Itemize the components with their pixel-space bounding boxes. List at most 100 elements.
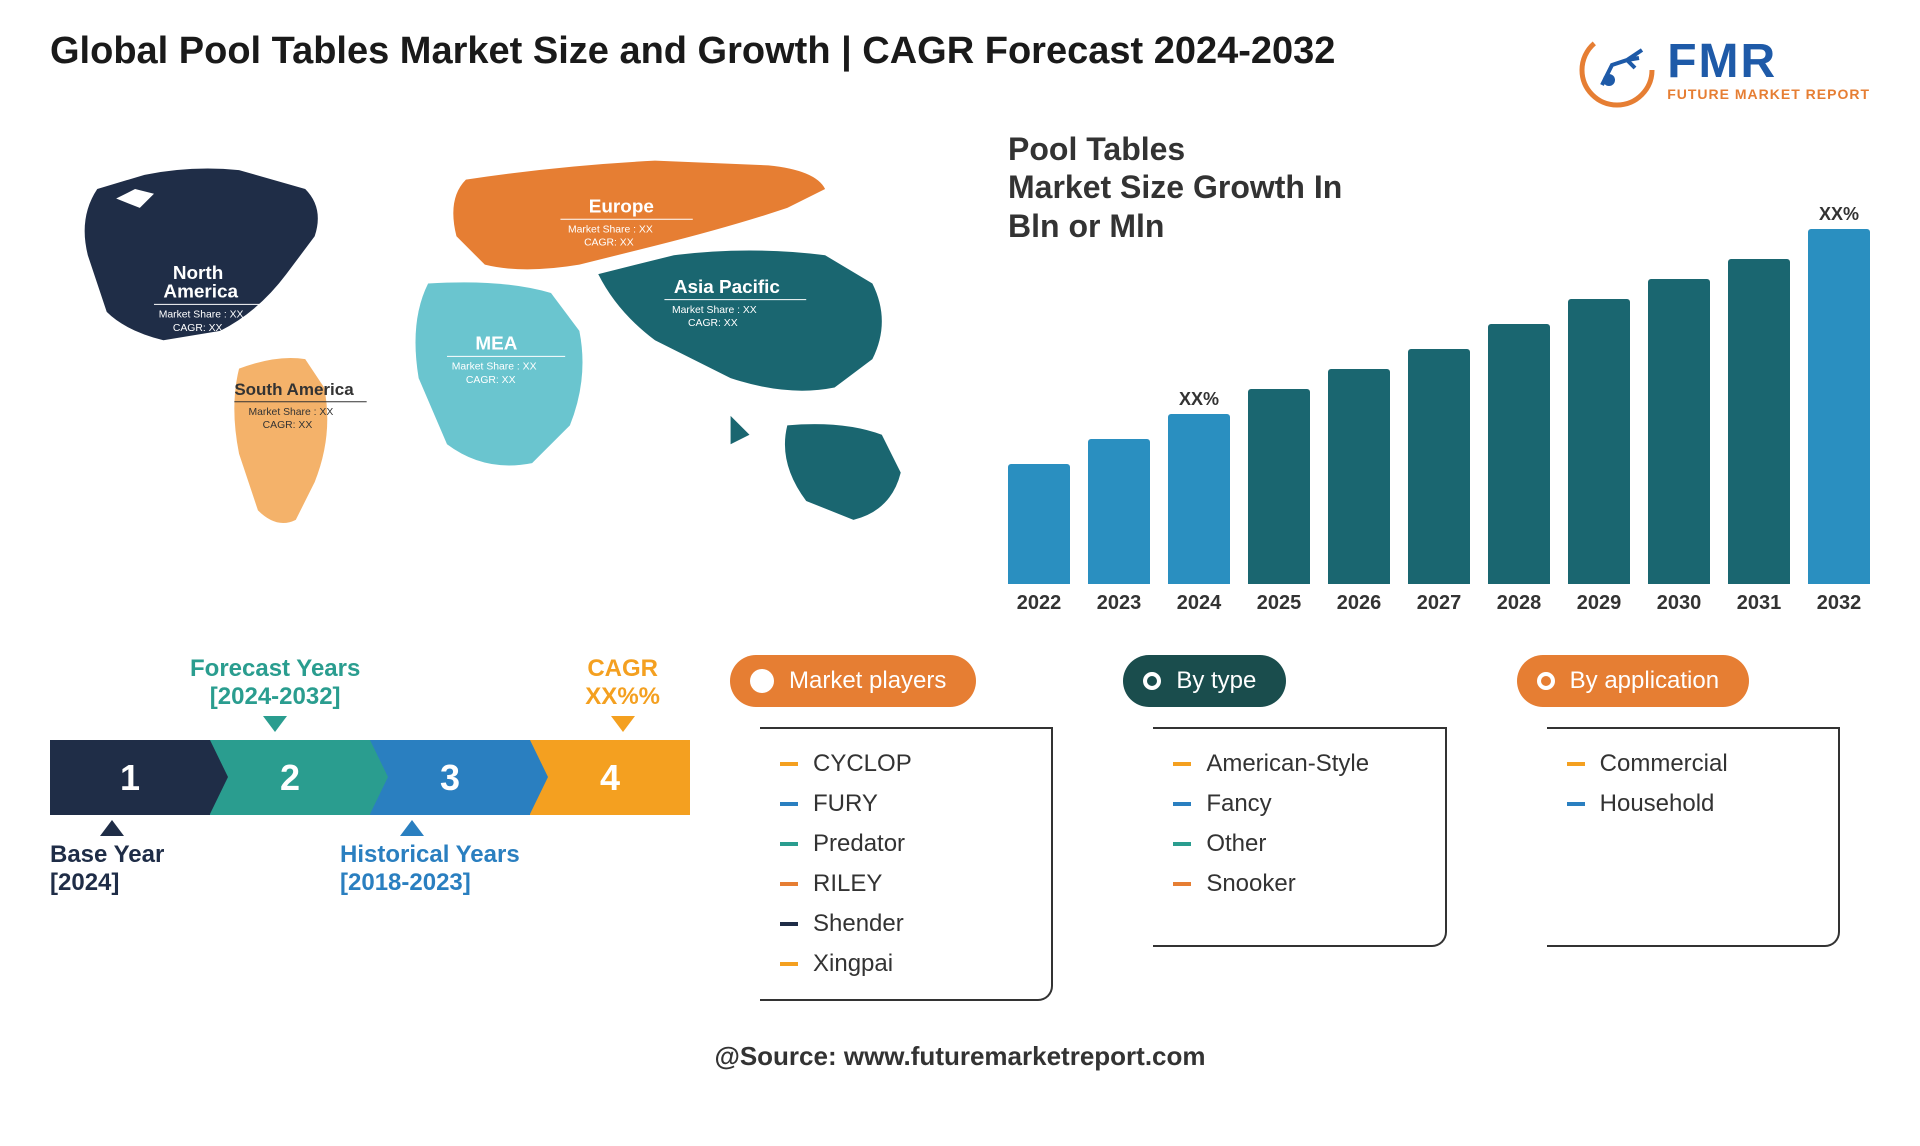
eu-label: Europe (589, 197, 654, 218)
cagr-label: CAGRXX%% (585, 655, 660, 732)
timeline-bar: 1 2 3 4 (50, 740, 690, 815)
list-item: CYCLOP (780, 744, 1031, 784)
bar (1488, 324, 1550, 584)
timeline-seg-2: 2 (210, 740, 370, 815)
na-label: North (173, 263, 223, 284)
svg-text:CAGR: XX: CAGR: XX (466, 375, 516, 386)
bar-item: 2025 (1248, 389, 1310, 615)
list-item: Xingpai (780, 944, 1031, 984)
bar-item: 2028 (1488, 324, 1550, 615)
list-item: Other (1173, 824, 1424, 864)
svg-text:Market Share : XX: Market Share : XX (159, 310, 244, 321)
timeline-section: Forecast Years[2024-2032] CAGRXX%% 1 2 3… (50, 655, 690, 920)
list-item-label: Commercial (1600, 750, 1728, 778)
svg-text:Market Share : XX: Market Share : XX (249, 407, 334, 418)
bar (1088, 439, 1150, 584)
marker-icon (780, 882, 798, 886)
bar-year-label: 2032 (1817, 592, 1862, 615)
bar-item: 2027 (1408, 349, 1470, 615)
bar-item: 2022 (1008, 464, 1070, 615)
arrow-down-icon (263, 716, 287, 732)
list-item-label: CYCLOP (813, 750, 912, 778)
list-item-label: Fancy (1206, 790, 1271, 818)
by-application-column: By application Commercial Household (1517, 655, 1870, 947)
bar-year-label: 2024 (1177, 592, 1222, 615)
marker-icon (1173, 802, 1191, 806)
arrow-down-icon (611, 716, 635, 732)
logo-text-main: FMR (1667, 38, 1870, 86)
svg-text:CAGR: XX: CAGR: XX (263, 420, 313, 431)
logo-text-sub: FUTURE MARKET REPORT (1667, 86, 1870, 102)
bar-item: XX% 2032 (1808, 229, 1870, 615)
bar-year-label: 2031 (1737, 592, 1782, 615)
marker-icon (1567, 762, 1585, 766)
list-item: Fancy (1173, 784, 1424, 824)
bar (1008, 464, 1070, 584)
svg-text:Market Share : XX: Market Share : XX (568, 225, 653, 236)
marker-icon (1173, 882, 1191, 886)
list-item: Commercial (1567, 744, 1818, 784)
list-item-label: Predator (813, 830, 905, 858)
marker-icon (780, 802, 798, 806)
bar-value-label: XX% (1179, 389, 1219, 410)
bar-item: 2029 (1568, 299, 1630, 615)
column-header: By application (1517, 655, 1749, 707)
source-attribution: @Source: www.futuremarketreport.com (50, 1041, 1870, 1072)
market-players-column: Market players CYCLOPFURYPredatorRILEYSh… (730, 655, 1083, 1001)
bar (1568, 299, 1630, 584)
bar-chart: 20222023XX%20242025202620272028202920302… (988, 265, 1870, 615)
arrow-up-icon (100, 820, 124, 836)
world-map: North America Market Share : XX CAGR: XX… (50, 130, 948, 560)
bar: XX% (1808, 229, 1870, 584)
bar-item: 2023 (1088, 439, 1150, 615)
list-item: American-Style (1173, 744, 1424, 784)
marker-icon (780, 842, 798, 846)
ap-label: Asia Pacific (674, 277, 780, 298)
bar (1728, 259, 1790, 584)
bar (1648, 279, 1710, 584)
dot-icon (750, 669, 774, 693)
list-item-label: Shender (813, 910, 904, 938)
list-item: Snooker (1173, 864, 1424, 904)
bar (1408, 349, 1470, 584)
bar-year-label: 2025 (1257, 592, 1302, 615)
bar: XX% (1168, 414, 1230, 584)
bar-year-label: 2026 (1337, 592, 1382, 615)
svg-text:CAGR: XX: CAGR: XX (688, 318, 738, 329)
list-item: FURY (780, 784, 1031, 824)
bar-item: XX% 2024 (1168, 414, 1230, 615)
marker-icon (780, 962, 798, 966)
sa-label: South America (234, 380, 354, 399)
base-year-label: Base Year[2024] (50, 820, 164, 897)
arrow-up-icon (400, 820, 424, 836)
svg-text:CAGR: XX: CAGR: XX (584, 238, 634, 249)
list-item-label: American-Style (1206, 750, 1369, 778)
svg-text:CAGR: XX: CAGR: XX (173, 323, 223, 334)
svg-text:Market Share : XX: Market Share : XX (452, 362, 537, 373)
list-item: Predator (780, 824, 1031, 864)
chart-title: Pool Tables Market Size Growth In Bln or… (1008, 130, 1870, 245)
bar (1248, 389, 1310, 584)
bar-item: 2026 (1328, 369, 1390, 615)
timeline-seg-4: 4 (530, 740, 690, 815)
list-item-label: Household (1600, 790, 1715, 818)
list-item-label: RILEY (813, 870, 882, 898)
svg-text:America: America (163, 282, 238, 303)
forecast-label: Forecast Years[2024-2032] (190, 655, 360, 732)
marker-icon (1173, 842, 1191, 846)
list-item-label: Snooker (1206, 870, 1295, 898)
list-item-label: Other (1206, 830, 1266, 858)
list-item-label: Xingpai (813, 950, 893, 978)
logo: FMR FUTURE MARKET REPORT (1577, 30, 1870, 110)
column-header: By type (1123, 655, 1286, 707)
list-item: Household (1567, 784, 1818, 824)
logo-icon (1577, 30, 1657, 110)
bar-chart-section: Pool Tables Market Size Growth In Bln or… (988, 130, 1870, 615)
svg-text:Market Share : XX: Market Share : XX (672, 305, 757, 316)
bar-value-label: XX% (1819, 204, 1859, 225)
list-item-label: FURY (813, 790, 878, 818)
marker-icon (1173, 762, 1191, 766)
bar-year-label: 2022 (1017, 592, 1062, 615)
list-item: RILEY (780, 864, 1031, 904)
bar-year-label: 2027 (1417, 592, 1462, 615)
